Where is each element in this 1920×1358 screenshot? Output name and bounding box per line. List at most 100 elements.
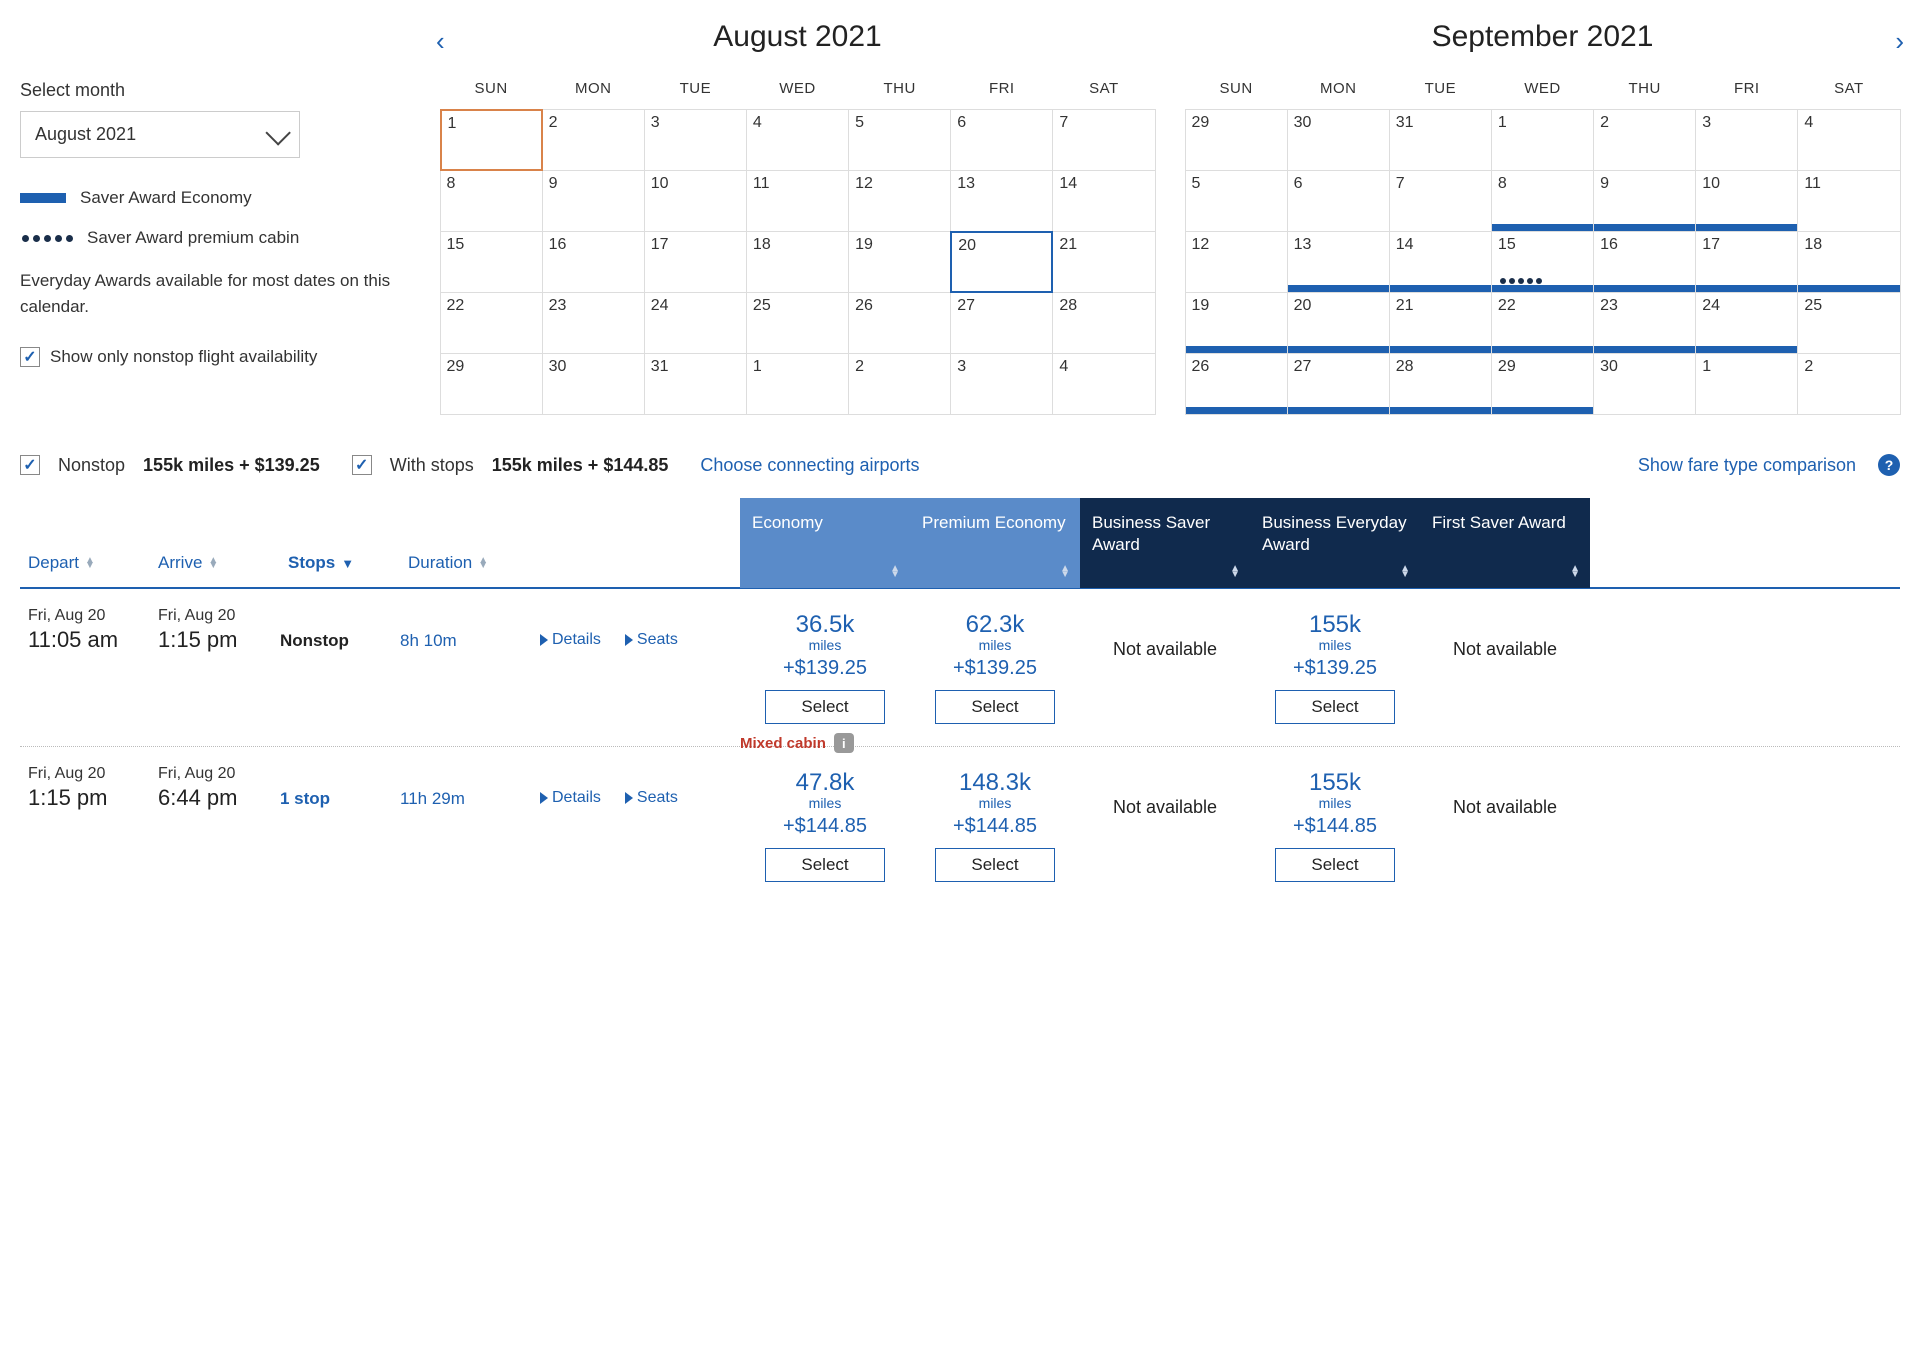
calendar-day[interactable]: 19: [848, 231, 951, 293]
calendar-day[interactable]: 28: [1052, 292, 1155, 354]
info-icon[interactable]: i: [834, 733, 854, 753]
col-header-depart[interactable]: Depart ▲▼: [20, 498, 150, 588]
calendar-day[interactable]: 31: [1389, 109, 1492, 171]
calendar-day[interactable]: 1: [1491, 109, 1594, 171]
calendar-day[interactable]: 9: [542, 170, 645, 232]
select-button[interactable]: Select: [765, 690, 885, 724]
calendar-day[interactable]: 22: [1491, 292, 1594, 354]
calendar-day[interactable]: 20: [950, 231, 1053, 293]
select-button[interactable]: Select: [765, 848, 885, 882]
calendar-day[interactable]: 16: [1593, 231, 1696, 293]
calendar-day[interactable]: 2: [848, 353, 951, 415]
calendar-day[interactable]: 23: [542, 292, 645, 354]
calendar-day[interactable]: 1: [746, 353, 849, 415]
seats-link[interactable]: Seats: [625, 631, 678, 649]
calendar-day[interactable]: 2: [1593, 109, 1696, 171]
calendar-day[interactable]: 25: [746, 292, 849, 354]
calendar-day[interactable]: 28: [1389, 353, 1492, 415]
calendar-day[interactable]: 6: [950, 109, 1053, 171]
calendar-day[interactable]: 3: [1695, 109, 1798, 171]
calendar-day[interactable]: 9: [1593, 170, 1696, 232]
details-link[interactable]: Details: [540, 789, 601, 807]
stops-cell[interactable]: 1 stop: [280, 765, 400, 809]
calendar-day[interactable]: 4: [1052, 353, 1155, 415]
select-button[interactable]: Select: [935, 848, 1055, 882]
calendar-day[interactable]: 16: [542, 231, 645, 293]
calendar-day[interactable]: 30: [542, 353, 645, 415]
calendar-day[interactable]: 1: [1695, 353, 1798, 415]
calendar-day[interactable]: 19: [1185, 292, 1288, 354]
calendar-day[interactable]: 30: [1287, 109, 1390, 171]
help-icon[interactable]: ?: [1878, 454, 1900, 476]
calendar-day[interactable]: 20: [1287, 292, 1390, 354]
calendar-day[interactable]: 7: [1389, 170, 1492, 232]
calendar-day[interactable]: 26: [848, 292, 951, 354]
filter-withstops-checkbox[interactable]: [352, 455, 372, 475]
calendar-day[interactable]: 4: [1797, 109, 1900, 171]
calendar-day[interactable]: 31: [644, 353, 747, 415]
calendar-day[interactable]: 26: [1185, 353, 1288, 415]
calendar-day[interactable]: 1: [440, 109, 543, 171]
calendar-day[interactable]: 12: [1185, 231, 1288, 293]
select-button[interactable]: Select: [935, 690, 1055, 724]
fare-header[interactable]: Premium Economy▲▼: [910, 498, 1080, 588]
calendar-day[interactable]: 25: [1797, 292, 1900, 354]
calendar-day[interactable]: 18: [1797, 231, 1900, 293]
calendar-day[interactable]: 12: [848, 170, 951, 232]
calendar-day[interactable]: 4: [746, 109, 849, 171]
seats-link[interactable]: Seats: [625, 789, 678, 807]
calendar-day[interactable]: 29: [1185, 109, 1288, 171]
calendar-day[interactable]: 10: [644, 170, 747, 232]
col-header-duration[interactable]: Duration ▲▼: [400, 498, 540, 588]
connecting-airports-link[interactable]: Choose connecting airports: [700, 455, 919, 476]
fare-header[interactable]: Business Saver Award▲▼: [1080, 498, 1250, 588]
calendar-day[interactable]: 2: [1797, 353, 1900, 415]
calendar-day[interactable]: 17: [1695, 231, 1798, 293]
fare-header[interactable]: Economy▲▼: [740, 498, 910, 588]
calendar-next-button[interactable]: ›: [1895, 26, 1904, 57]
calendar-day[interactable]: 21: [1389, 292, 1492, 354]
details-link[interactable]: Details: [540, 631, 601, 649]
col-header-arrive[interactable]: Arrive ▲▼: [150, 498, 280, 588]
calendar-day[interactable]: 27: [950, 292, 1053, 354]
filter-nonstop-checkbox[interactable]: [20, 455, 40, 475]
calendar-day[interactable]: 3: [950, 353, 1053, 415]
calendar-day[interactable]: 8: [1491, 170, 1594, 232]
calendar-day[interactable]: 24: [644, 292, 747, 354]
calendar-day[interactable]: 5: [1185, 170, 1288, 232]
calendar-day[interactable]: 5: [848, 109, 951, 171]
month-dropdown[interactable]: August 2021: [20, 111, 300, 158]
calendar-day[interactable]: 15: [1491, 231, 1594, 293]
calendar-day[interactable]: 11: [1797, 170, 1900, 232]
calendar-day[interactable]: 14: [1052, 170, 1155, 232]
calendar-day[interactable]: 7: [1052, 109, 1155, 171]
calendar-day[interactable]: 6: [1287, 170, 1390, 232]
calendar-day[interactable]: 21: [1052, 231, 1155, 293]
calendar-day[interactable]: 15: [440, 231, 543, 293]
calendar-day[interactable]: 3: [644, 109, 747, 171]
calendar-day[interactable]: 13: [1287, 231, 1390, 293]
select-button[interactable]: Select: [1275, 690, 1395, 724]
nonstop-only-checkbox[interactable]: [20, 347, 40, 367]
calendar-prev-button[interactable]: ‹: [436, 26, 445, 57]
calendar-day[interactable]: 14: [1389, 231, 1492, 293]
fare-header[interactable]: First Saver Award▲▼: [1420, 498, 1590, 588]
calendar-day[interactable]: 22: [440, 292, 543, 354]
fare-header[interactable]: Business Everyday Award▲▼: [1250, 498, 1420, 588]
fare-comparison-link[interactable]: Show fare type comparison: [1638, 455, 1856, 476]
calendar-day[interactable]: 24: [1695, 292, 1798, 354]
select-button[interactable]: Select: [1275, 848, 1395, 882]
calendar-day[interactable]: 10: [1695, 170, 1798, 232]
calendar-day[interactable]: 23: [1593, 292, 1696, 354]
calendar-day[interactable]: 17: [644, 231, 747, 293]
calendar-day[interactable]: 2: [542, 109, 645, 171]
calendar-day[interactable]: 30: [1593, 353, 1696, 415]
calendar-day[interactable]: 29: [440, 353, 543, 415]
calendar-day[interactable]: 29: [1491, 353, 1594, 415]
calendar-day[interactable]: 8: [440, 170, 543, 232]
calendar-day[interactable]: 11: [746, 170, 849, 232]
calendar-day[interactable]: 13: [950, 170, 1053, 232]
col-header-stops[interactable]: Stops ▼: [280, 498, 400, 588]
calendar-day[interactable]: 18: [746, 231, 849, 293]
calendar-day[interactable]: 27: [1287, 353, 1390, 415]
